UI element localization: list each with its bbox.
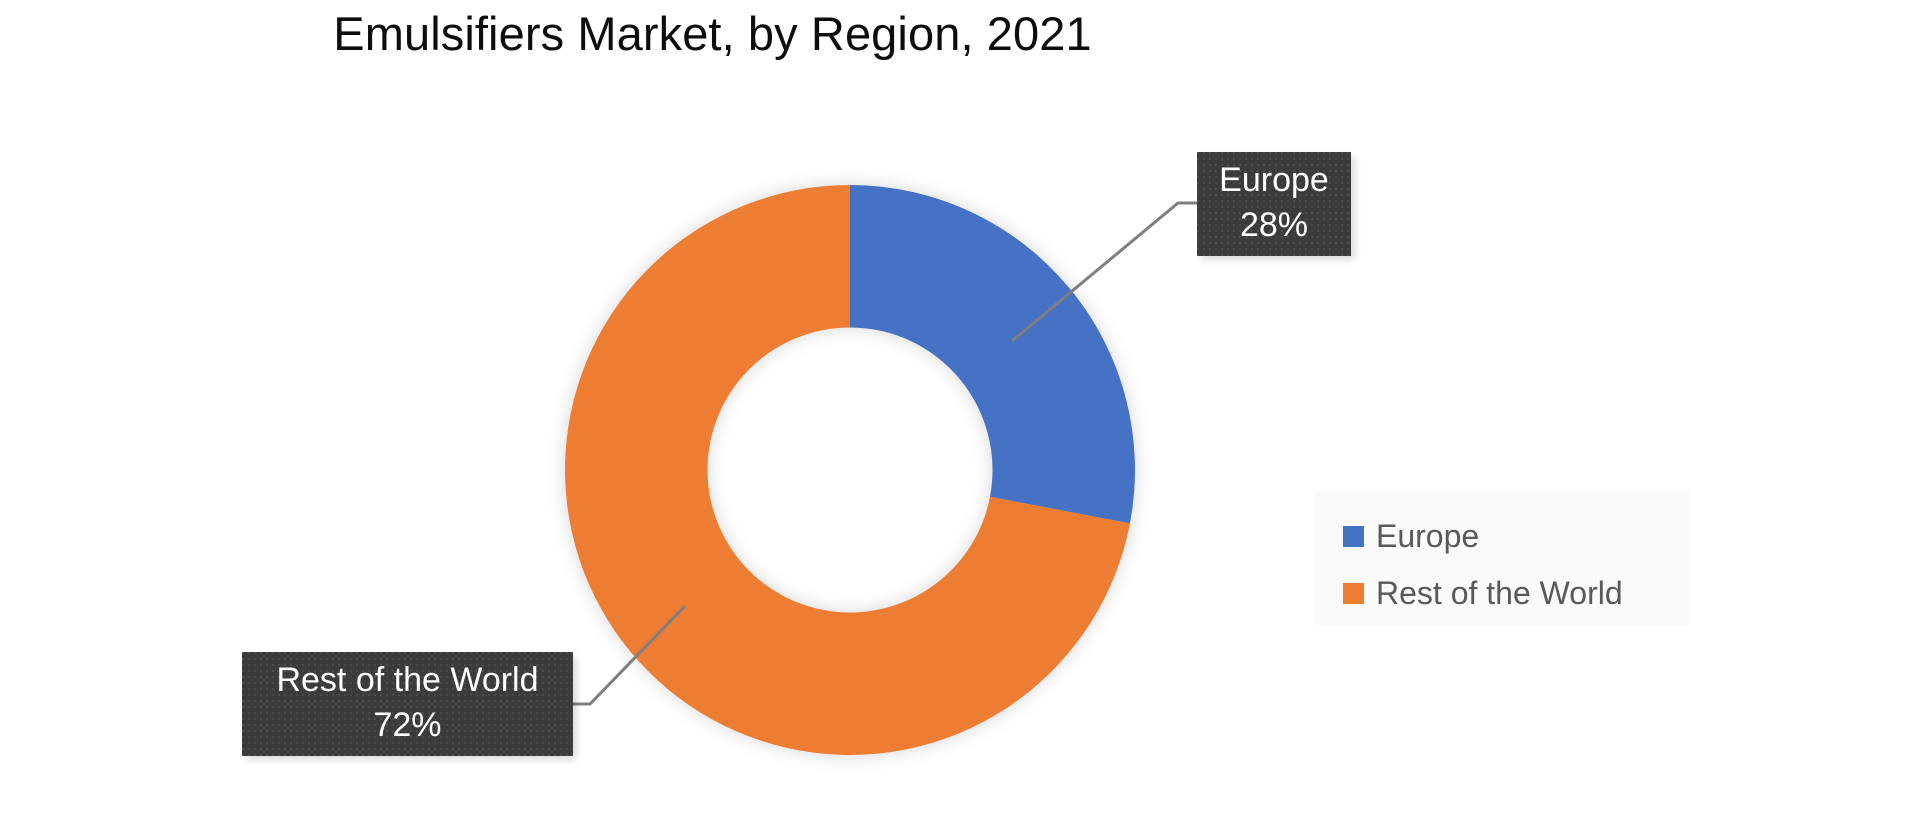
callout-rest-of-the-world: Rest of the World 72% <box>242 652 573 756</box>
donut-slice-rest-of-the-world[interactable] <box>564 185 1130 755</box>
donut-slices <box>564 185 1135 755</box>
legend-label-rest-of-the-world: Rest of the World <box>1376 575 1623 611</box>
legend-label-europe: Europe <box>1376 518 1480 554</box>
legend-swatch-europe <box>1343 525 1364 547</box>
donut-slice-europe[interactable] <box>850 185 1135 524</box>
callout-rest-of-the-world-value: 72% <box>373 706 442 745</box>
callout-europe-name: Europe <box>1219 161 1329 199</box>
legend-swatch-rest-of-the-world <box>1343 582 1364 604</box>
callout-rest-of-the-world-name: Rest of the World <box>276 661 539 699</box>
donut-svg <box>564 185 1135 755</box>
donut-chart <box>560 180 1140 760</box>
callout-europe: Europe 28% <box>1197 152 1351 256</box>
callout-europe-value: 28% <box>1239 206 1309 245</box>
legend-item-rest-of-the-world[interactable]: Rest of the World <box>1343 571 1690 615</box>
chart-title: Emulsifiers Market, by Region, 2021 <box>333 7 1092 60</box>
chart-legend: Europe Rest of the World <box>1315 490 1690 625</box>
legend-item-europe[interactable]: Europe <box>1343 514 1690 558</box>
